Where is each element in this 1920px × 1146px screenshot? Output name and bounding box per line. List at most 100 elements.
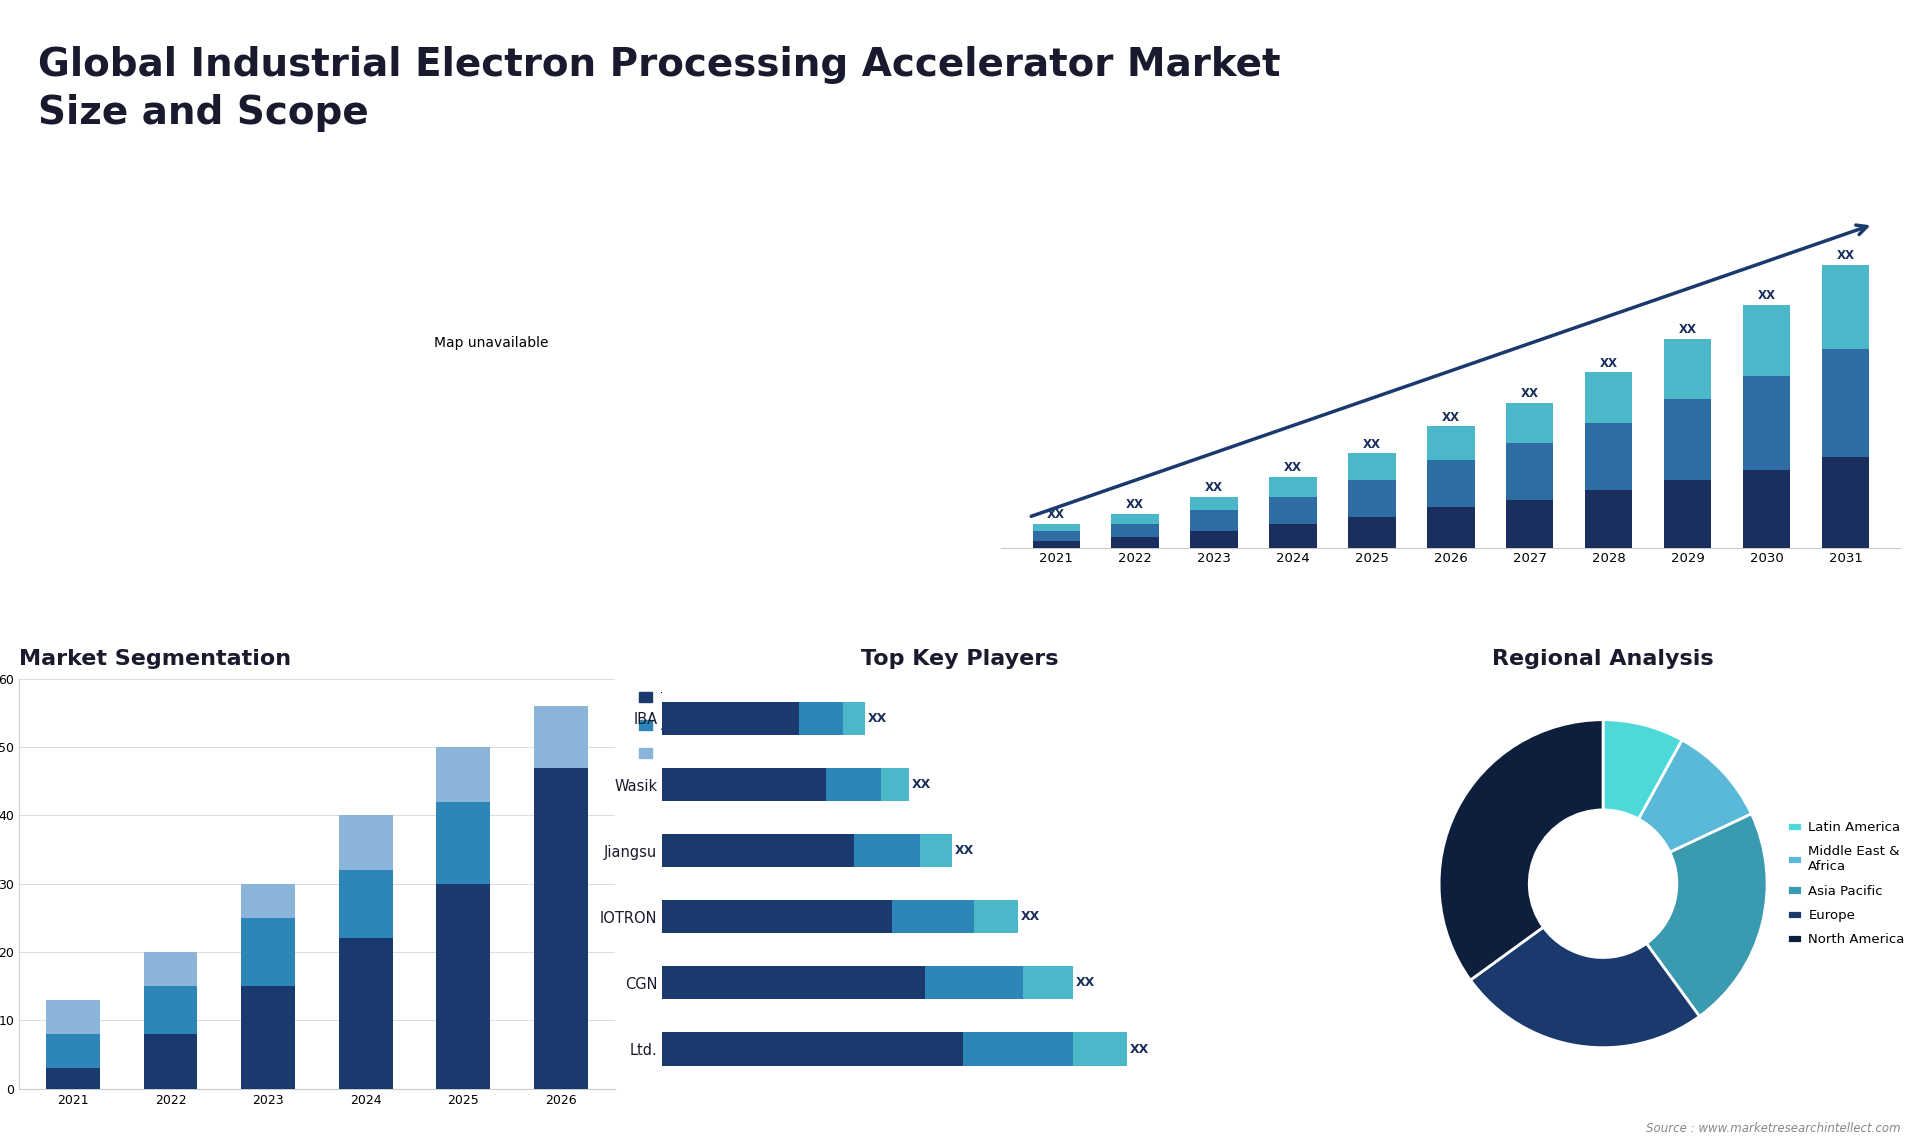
Bar [144,987,198,1034]
Text: XX: XX [1363,438,1380,450]
Title: Top Key Players: Top Key Players [862,649,1058,669]
Text: XX: XX [1521,387,1538,400]
Text: XX: XX [954,845,973,857]
Text: XX: XX [1678,323,1697,336]
Text: XX: XX [1837,249,1855,262]
Bar [662,768,826,801]
Text: XX: XX [1131,1043,1150,1055]
Title: Regional Analysis: Regional Analysis [1492,649,1715,669]
Wedge shape [1638,740,1751,853]
Text: Global Industrial Electron Processing Accelerator Market
Size and Scope: Global Industrial Electron Processing Ac… [38,46,1281,132]
Bar [1427,426,1475,460]
Text: Market Segmentation: Market Segmentation [19,649,292,669]
Bar [242,884,296,918]
Bar [1822,456,1870,548]
Bar [144,1034,198,1089]
Bar [144,952,198,987]
Bar [1269,524,1317,548]
Text: INTELLECT: INTELLECT [1822,77,1885,87]
Bar [1427,460,1475,508]
Text: MARKET: MARKET [1822,33,1872,44]
Bar [662,1033,964,1066]
Bar [662,834,854,868]
Bar [338,870,392,939]
Bar [534,706,588,768]
Legend: Latin America, Middle East &
Africa, Asia Pacific, Europe, North America: Latin America, Middle East & Africa, Asi… [1782,816,1910,951]
Text: Source : www.marketresearchintellect.com: Source : www.marketresearchintellect.com [1645,1122,1901,1135]
Wedge shape [1440,720,1603,980]
Bar [1112,537,1160,548]
Text: XX: XX [1046,509,1066,521]
Bar [925,966,1023,999]
Text: RESEARCH: RESEARCH [1822,55,1885,65]
Bar [854,834,920,868]
Bar [1190,510,1238,531]
Text: XX: XX [1599,356,1619,370]
Bar [973,901,1018,933]
Bar [1743,376,1789,470]
Bar [1112,513,1160,524]
Wedge shape [1647,814,1766,1017]
Text: XX: XX [1021,910,1041,924]
Bar [843,701,864,735]
Bar [46,1034,100,1068]
Bar [1269,497,1317,524]
Bar [242,987,296,1089]
Bar [826,768,881,801]
Bar [436,884,490,1089]
Bar [46,999,100,1034]
Bar [242,918,296,987]
Bar [881,768,908,801]
Bar [1033,524,1079,531]
Bar [1586,372,1632,423]
Bar [1112,524,1160,537]
Text: XX: XX [1127,499,1144,511]
Bar [964,1033,1073,1066]
Bar [338,815,392,870]
Bar [436,802,490,884]
Bar [1586,490,1632,548]
Bar [1348,454,1396,480]
Bar [1269,477,1317,497]
Bar [1743,470,1789,548]
Bar [1190,497,1238,510]
Text: XX: XX [868,712,887,725]
Bar [662,901,893,933]
Bar [1073,1033,1127,1066]
Text: XX: XX [1284,461,1302,474]
Bar [1023,966,1073,999]
Text: XX: XX [1442,410,1459,424]
Text: XX: XX [1206,481,1223,494]
Bar [1033,531,1079,541]
Text: Map unavailable: Map unavailable [434,336,549,350]
Bar [1427,508,1475,548]
Bar [1586,423,1632,490]
Bar [1033,541,1079,548]
Bar [1505,501,1553,548]
Text: XX: XX [912,778,931,791]
Bar [338,939,392,1089]
Wedge shape [1603,720,1682,819]
Text: XX: XX [1075,976,1094,989]
Bar [1505,444,1553,501]
Bar [534,768,588,1089]
Bar [436,747,490,802]
Bar [1822,265,1870,348]
Bar [1665,339,1711,400]
Bar [1348,517,1396,548]
Legend: Type, Application, Geography: Type, Application, Geography [634,685,745,767]
Bar [662,701,799,735]
Bar [1665,480,1711,548]
Bar [799,701,843,735]
Bar [1505,402,1553,444]
Bar [893,901,973,933]
Bar [1743,305,1789,376]
Text: XX: XX [1757,290,1776,303]
Wedge shape [1471,927,1699,1047]
Bar [920,834,952,868]
Bar [662,966,925,999]
Bar [1822,348,1870,456]
Bar [46,1068,100,1089]
Polygon shape [1636,26,1812,99]
Bar [1665,400,1711,480]
